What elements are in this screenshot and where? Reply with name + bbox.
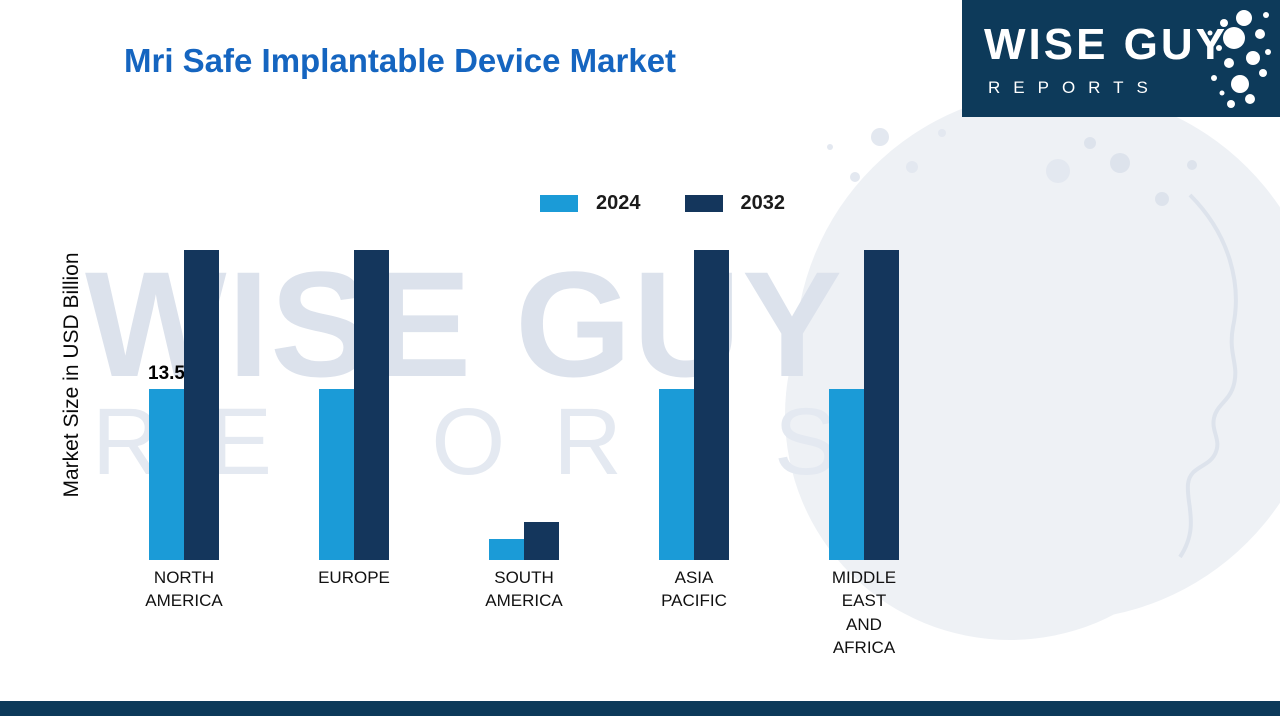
bar-group-europe <box>269 250 439 560</box>
logo-wordmark: WISE GUY <box>984 20 1229 69</box>
bar-2024-asia-pacific <box>659 389 694 560</box>
legend-label: 2032 <box>740 192 786 214</box>
bar-2032-south-america <box>524 522 559 560</box>
legend-item-2032: 2032 <box>684 192 786 215</box>
bar-group-north-america: 13.5 <box>99 250 269 560</box>
bar-wrap <box>694 250 729 560</box>
category-label: NORTH AMERICA <box>145 568 223 611</box>
category-label: MIDDLE EAST AND AFRICA <box>831 568 897 658</box>
category-labels: NORTH AMERICA EUROPE SOUTH AMERICA ASIA PAC… <box>99 566 949 660</box>
chart-title: Mri Safe Implantable Device Market <box>124 42 677 79</box>
bar-wrap <box>489 538 524 560</box>
footer-bar <box>0 701 1280 716</box>
category-label: ASIA PACIFIC <box>661 568 727 611</box>
logo-subtitle: REPORTS <box>988 78 1161 97</box>
bar-2024-north-america <box>149 389 184 560</box>
bar-wrap <box>659 389 694 560</box>
bar-value-label: 13.5 <box>148 363 185 385</box>
category-label: SOUTH AMERICA <box>485 568 563 611</box>
bar-wrap <box>524 522 559 560</box>
bar-group-middle-east-and-africa <box>779 250 949 560</box>
category-label: EUROPE <box>318 568 390 587</box>
bar-2032-europe <box>354 250 389 560</box>
bar-group-south-america <box>439 250 609 560</box>
bar-2032-middle-east-and-africa <box>864 250 899 560</box>
bar-wrap <box>354 250 389 560</box>
logo: WISE GUY REPORTS <box>962 0 1280 117</box>
legend-swatch <box>684 195 723 212</box>
bar-wrap: 13.5 <box>148 363 185 560</box>
y-axis-label: Market Size in USD Billion <box>60 252 83 498</box>
legend-label: 2024 <box>596 192 641 214</box>
bar-wrap <box>319 389 354 560</box>
bar-2024-south-america <box>489 538 524 560</box>
bar-group-asia-pacific <box>609 250 779 560</box>
bar-wrap <box>829 389 864 560</box>
bar-wrap <box>864 250 899 560</box>
legend: 2024 2032 <box>540 192 785 215</box>
bar-2024-middle-east-and-africa <box>829 389 864 560</box>
logo-head-dots-icon <box>1207 10 1271 108</box>
bar-wrap <box>184 250 219 560</box>
bar-2032-asia-pacific <box>694 250 729 560</box>
legend-swatch <box>540 195 578 212</box>
plot-area: 13.5 <box>99 250 949 560</box>
bar-2032-north-america <box>184 250 219 560</box>
legend-item-2024: 2024 <box>540 192 641 215</box>
bar-2024-europe <box>319 389 354 560</box>
